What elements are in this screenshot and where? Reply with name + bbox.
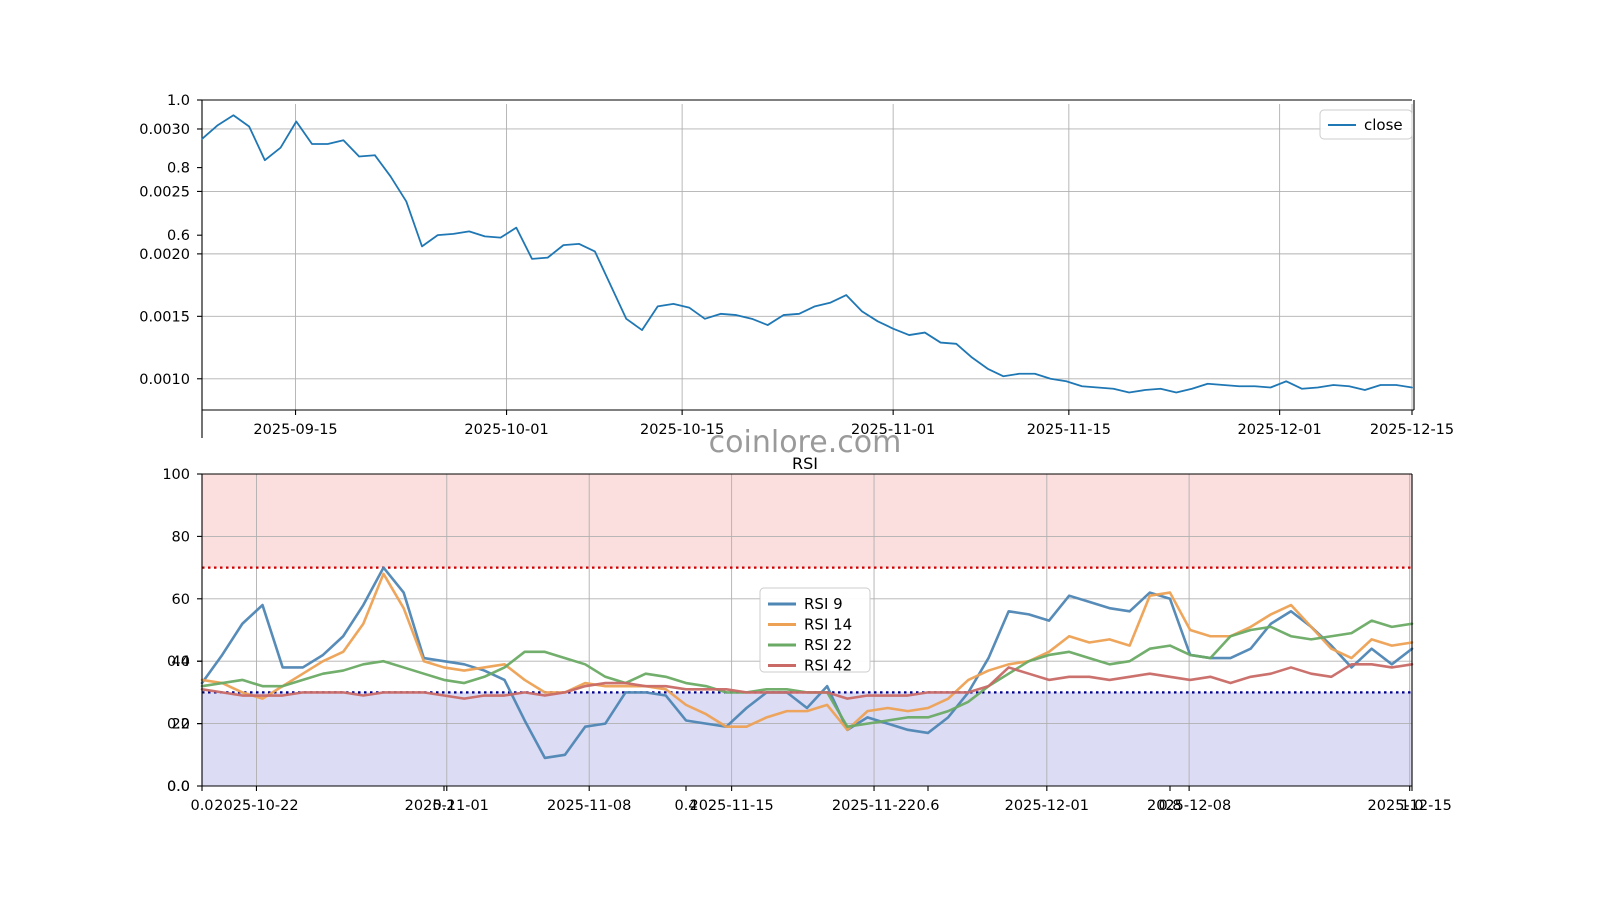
price-y-tick-label-ghost: 0.6: [167, 228, 190, 244]
rsi-y-tick-label-ghost: 0.4: [167, 654, 190, 670]
rsi-x-tick-label: 2025-11-08: [547, 798, 631, 814]
price-x-tick-label: 2025-11-01: [851, 422, 935, 438]
rsi-x-tick-label: 2025-11-15: [689, 798, 773, 814]
rsi-x-tick-label-ghost: 0.4: [674, 798, 697, 814]
price-y-tick-label: 0.0025: [139, 184, 190, 200]
price-legend-label: close: [1364, 116, 1403, 134]
price-y-tick-label: 0.0015: [139, 309, 190, 325]
rsi-x-tick-label: 2025-11-01: [405, 798, 489, 814]
rsi-line-rsi-14: [200, 572, 1414, 732]
rsi-y-tick-label: 60: [172, 592, 190, 608]
price-x-tick-label: 2025-12-15: [1370, 422, 1454, 438]
rsi-x-tick-label-ghost: 0.6: [916, 798, 939, 814]
rsi-y-zero-label: 0.0: [167, 779, 190, 795]
price-y-tick-label-ghost: 0.8: [167, 161, 190, 177]
rsi-legend-label: RSI 9: [804, 595, 843, 613]
rsi-legend-label: RSI 14: [804, 616, 852, 634]
price-y-tick-label-ghost: 1.0: [167, 93, 190, 109]
price-y-tick-label: 0.0010: [139, 372, 190, 388]
rsi-y-tick-label: 20: [172, 717, 190, 733]
price-line-close: [201, 114, 1413, 394]
price-x-tick-label: 2025-10-15: [640, 422, 724, 438]
rsi-y-tick-label: 40: [172, 654, 190, 670]
rsi-x-tick-label-ghost: 0.8: [1158, 798, 1181, 814]
price-x-tick-label: 2025-09-15: [253, 422, 337, 438]
rsi-x-tick-label-ghost: 0.0: [190, 798, 213, 814]
rsi-legend-label: RSI 42: [804, 657, 852, 675]
price-legend-box: [1319, 109, 1413, 140]
rsi-legend-label: RSI 22: [804, 636, 852, 654]
price-plot-bg: [202, 104, 1412, 410]
rsi-y-tick-label: 0.0: [167, 779, 190, 795]
price-x-tick-label: 2025-10-01: [464, 422, 548, 438]
rsi-line-rsi-42: [200, 663, 1414, 700]
watermark: coinlore.com: [709, 425, 902, 460]
rsi-panel-title: RSI: [792, 454, 818, 473]
price-x-tick-label: 2025-12-01: [1237, 422, 1321, 438]
rsi-x-tick-label: 2025-12-08: [1147, 798, 1231, 814]
price-y-tick-label: 0.0030: [139, 122, 190, 138]
price-x-tick-label: 2025-11-15: [1027, 422, 1111, 438]
rsi-legend-box: [759, 587, 871, 673]
rsi-x-tick-label: 2025-10-22: [214, 798, 298, 814]
rsi-overbought-band: [202, 474, 1412, 568]
rsi-x-tick-label: 2025-12-01: [1005, 798, 1089, 814]
rsi-x-tick-label: 2025-12-15: [1368, 798, 1452, 814]
rsi-y-tick-label: 100: [162, 467, 190, 483]
rsi-x-tick-label-ghost: 0.2: [432, 798, 455, 814]
rsi-x-tick-label: 2025-11-22: [832, 798, 916, 814]
rsi-y-tick-label: 80: [172, 529, 190, 545]
rsi-x-tick-label-ghost: 1.0: [1400, 798, 1423, 814]
price-y-tick-label: 0.0020: [139, 247, 190, 263]
rsi-y-tick-label-ghost: 0.2: [167, 717, 190, 733]
